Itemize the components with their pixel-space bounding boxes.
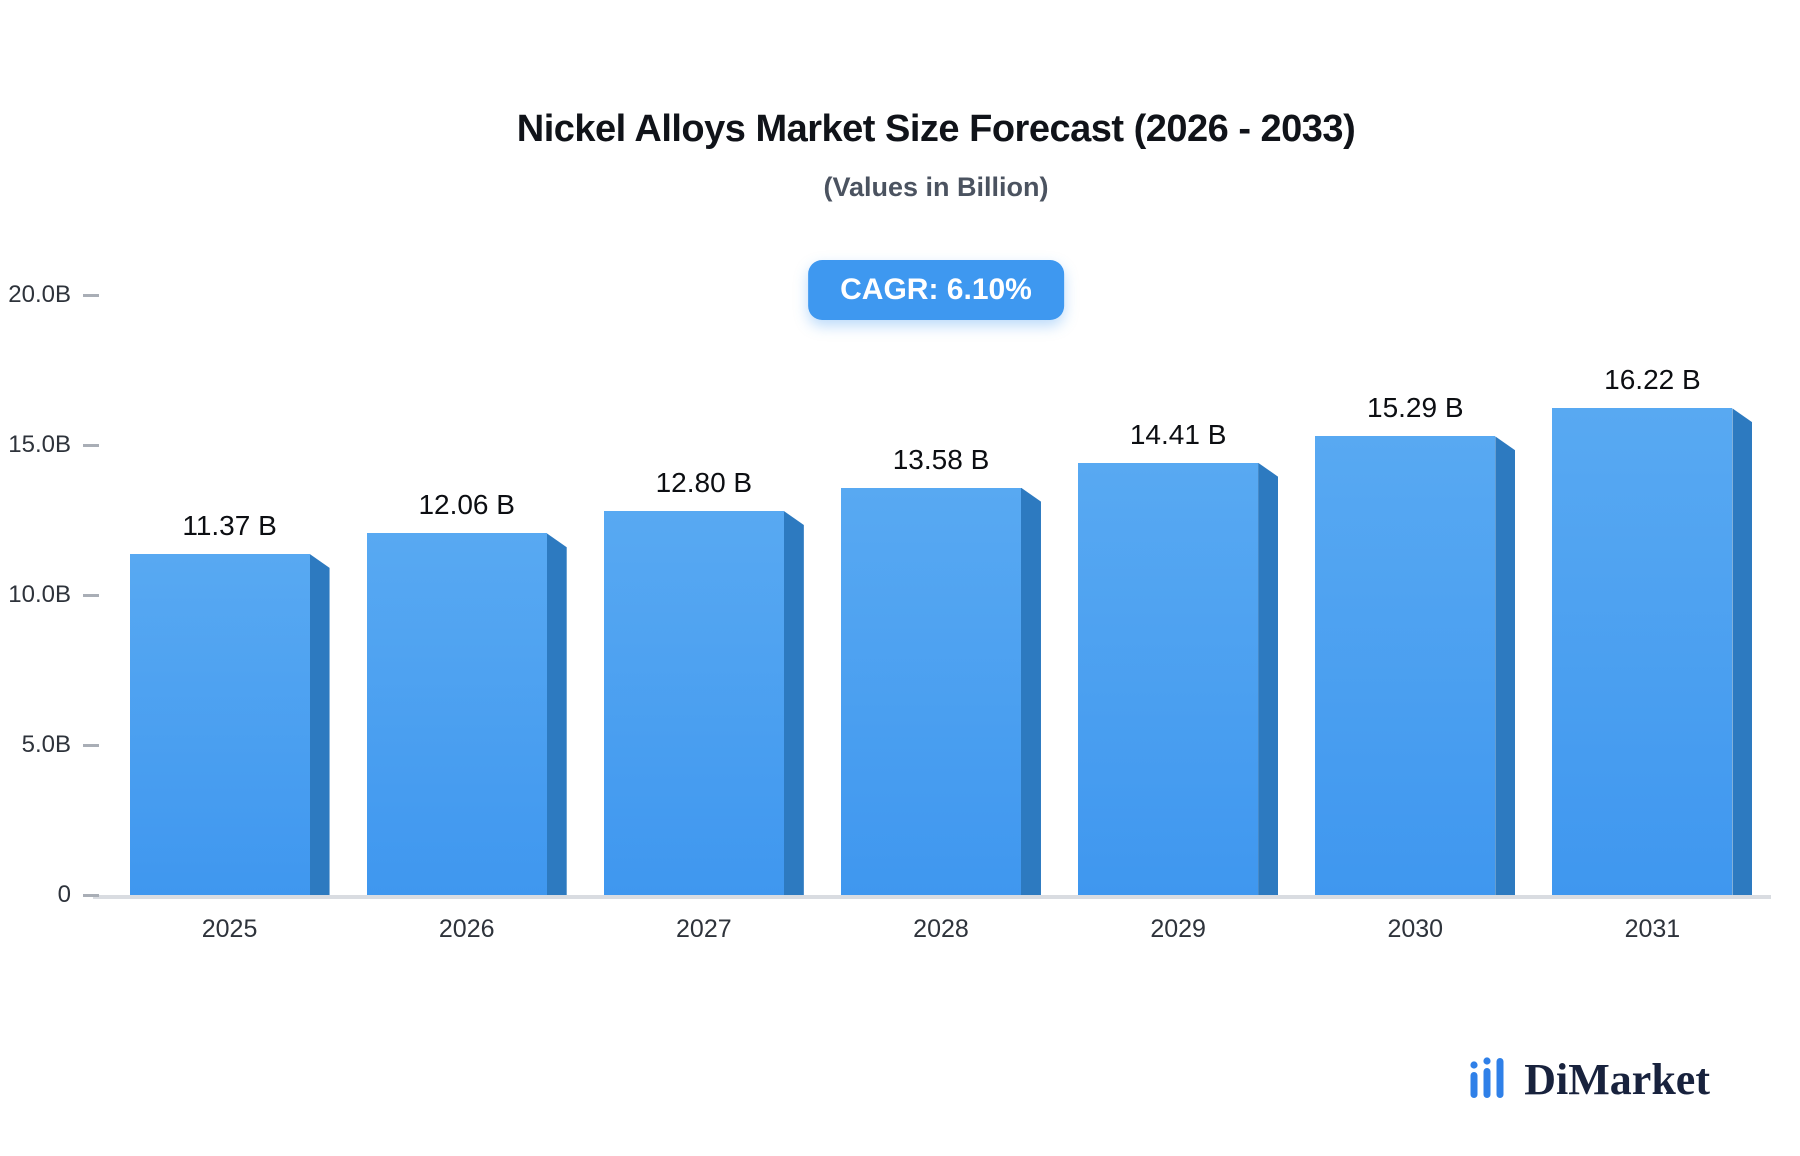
- bar-value-label: 13.58 B: [892, 443, 990, 475]
- x-axis-label: 2030: [1387, 915, 1444, 943]
- x-axis-label: 2029: [1150, 915, 1206, 943]
- bars-container: 11.37 B 12.06 B 12.80 B 13.58 B 14.41 B 15.29…: [111, 295, 1771, 895]
- y-tick: 0: [58, 881, 99, 909]
- bar-value-label: 15.29 B: [1367, 392, 1464, 424]
- y-tick-label: 5.0B: [21, 731, 71, 758]
- mini-bar-chart-icon: [1470, 1057, 1504, 1098]
- y-tick-mark: [83, 593, 99, 597]
- brand-logo: DiMarket: [1466, 1056, 1710, 1102]
- bar: 13.58 B: [840, 444, 1041, 895]
- bar: 15.29 B: [1315, 392, 1516, 895]
- y-tick-mark: [83, 743, 99, 747]
- bar-side-face: [1495, 436, 1516, 895]
- bar-front-face: [1552, 408, 1733, 895]
- bar: 14.41 B: [1078, 419, 1279, 895]
- bar-chart: 20.0B 15.0B 10.0B 5.0B 0 11.37 B 12.06 B 12.80…: [8, 281, 1771, 943]
- y-tick: 10.0B: [8, 581, 99, 609]
- bar-front-face: [1078, 462, 1259, 895]
- bar: 11.37 B: [129, 510, 330, 895]
- bar-side-face: [309, 553, 330, 895]
- bar-front-face: [366, 533, 547, 895]
- bar: 16.22 B: [1552, 364, 1753, 895]
- y-tick-label: 0: [57, 881, 71, 908]
- x-axis-labels: 2025 2026 2027 2028 2029 2030 2031: [111, 915, 1771, 944]
- page-title: Nickel Alloys Market Size Forecast (2026…: [516, 108, 1356, 150]
- bar-side-face: [783, 511, 804, 895]
- x-axis-label: 2026: [438, 915, 495, 943]
- bar-value-label: 11.37 B: [182, 509, 277, 541]
- y-tick-label: 15.0B: [8, 431, 71, 458]
- y-tick: 20.0B: [8, 281, 99, 309]
- page-subtitle: (Values in Billion): [823, 172, 1049, 202]
- bar-front-face: [1315, 436, 1496, 895]
- x-axis-label: 2025: [201, 915, 258, 943]
- cagr-badge: CAGR: 6.10%: [808, 260, 1064, 320]
- bar-value-label: 16.22 B: [1604, 364, 1701, 396]
- bar: 12.06 B: [366, 489, 567, 895]
- y-tick: 5.0B: [22, 731, 99, 759]
- bar-value-label: 12.06 B: [418, 489, 515, 521]
- y-tick-mark: [83, 443, 99, 447]
- x-axis-label: 2028: [913, 915, 969, 943]
- bar-side-face: [1258, 462, 1279, 895]
- bar-value-label: 12.80 B: [655, 467, 753, 498]
- bar-value-label: 14.41 B: [1129, 418, 1227, 450]
- y-tick-mark: [83, 293, 99, 297]
- bar-front-face: [840, 487, 1021, 895]
- bar-front-face: [603, 511, 784, 895]
- bar-side-face: [546, 533, 567, 895]
- y-tick-label: 20.0B: [8, 281, 71, 308]
- bar-front-face: [129, 553, 310, 895]
- bar: 12.80 B: [603, 467, 804, 895]
- bar-side-face: [1020, 487, 1041, 895]
- bar-side-face: [1732, 408, 1753, 895]
- brand-logo-text: DiMarket: [1524, 1055, 1710, 1104]
- y-tick-label: 10.0B: [8, 581, 71, 608]
- y-tick: 15.0B: [8, 431, 99, 459]
- x-axis-label: 2031: [1624, 915, 1681, 943]
- x-axis-label: 2027: [676, 915, 732, 943]
- y-tick-mark: [83, 893, 99, 897]
